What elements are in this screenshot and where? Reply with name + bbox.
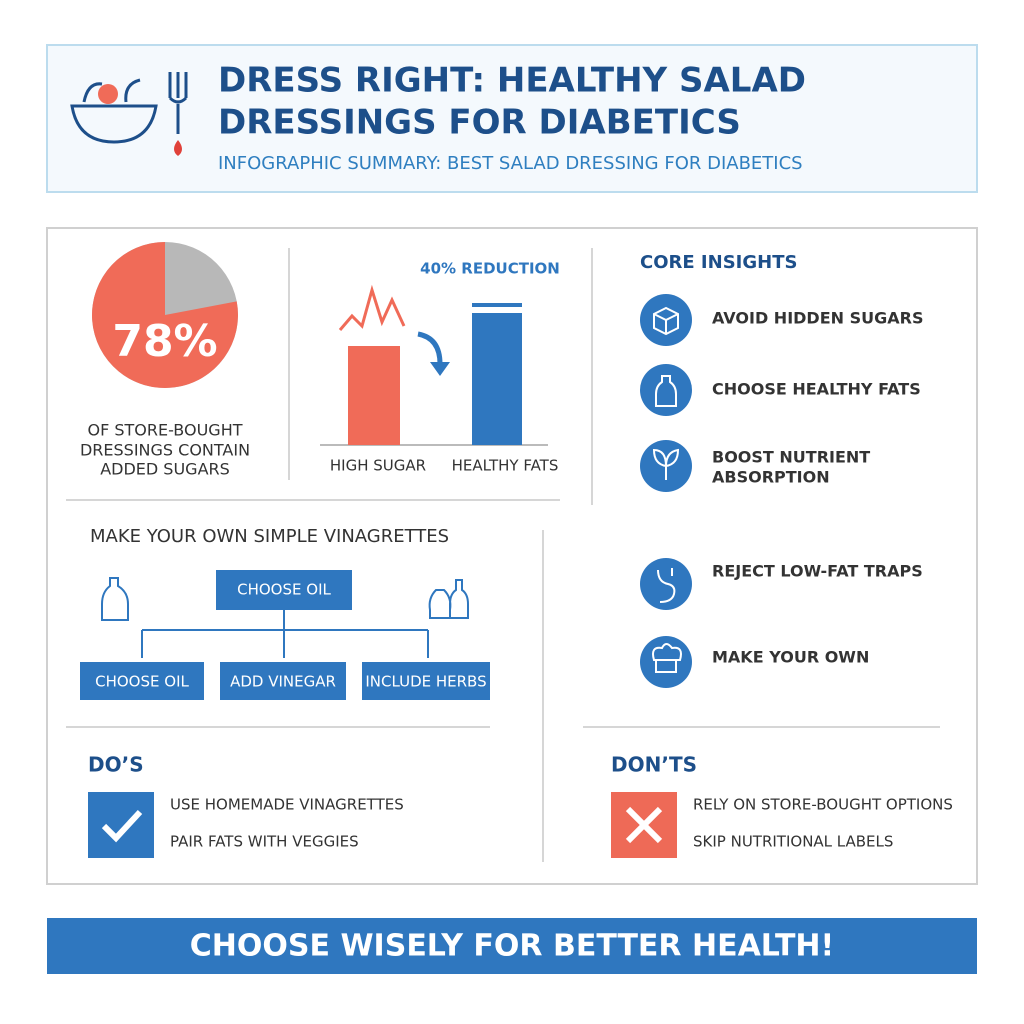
insight-item: CHOOSE HEALTHY FATS <box>712 380 921 399</box>
do-item: PAIR FATS WITH VEGGIES <box>170 833 359 851</box>
footer-text: CHOOSE WISELY FOR BETTER HEALTH! <box>190 929 834 964</box>
section-title: CORE INSIGHTS <box>640 252 797 273</box>
flow-text: ADD VINEGAR <box>230 673 336 691</box>
pie-label: 78% <box>112 316 217 367</box>
flow-box <box>80 662 204 700</box>
comparison-illustration <box>320 284 548 446</box>
section-title: DO’S <box>88 753 144 777</box>
check-box <box>88 792 154 858</box>
section-title: DON’TS <box>611 753 697 777</box>
flow-box <box>220 662 346 700</box>
flow-text: CHOOSE OIL <box>95 673 189 691</box>
insight-item: BOOST NUTRIENT <box>712 448 870 467</box>
bar-label: HIGH SUGAR <box>330 457 426 475</box>
stat-caption: ADDED SUGARS <box>100 460 230 479</box>
flow-box <box>216 570 352 610</box>
title-line: DRESS RIGHT: HEALTHY SALAD <box>218 61 806 101</box>
title-line: DRESSINGS FOR DIABETICS <box>218 103 741 143</box>
dont-item: RELY ON STORE-BOUGHT OPTIONS <box>693 796 953 814</box>
insight-item: AVOID HIDDEN SUGARS <box>712 309 923 328</box>
insight-icons <box>640 294 692 688</box>
salad-icon <box>70 72 188 156</box>
dividers <box>66 248 940 862</box>
insight-glyphs <box>652 306 682 673</box>
header-box <box>46 44 978 193</box>
pie-slice <box>91 242 239 388</box>
dont-item: SKIP NUTRITIONAL LABELS <box>693 833 893 851</box>
flow-lines <box>101 577 469 658</box>
subtitle: INFOGRAPHIC SUMMARY: BEST SALAD DRESSING… <box>218 153 803 174</box>
insight-item: REJECT LOW-FAT TRAPS <box>712 562 923 581</box>
annotation: 40% REDUCTION <box>420 260 560 278</box>
x-mark <box>625 806 663 844</box>
flow-text: INCLUDE HERBS <box>365 673 486 691</box>
insight-item: MAKE YOUR OWN <box>712 648 869 667</box>
section-title: MAKE YOUR OWN SIMPLE VINAGRETTES <box>90 526 449 547</box>
stat-caption: OF STORE-BOUGHT <box>87 421 242 440</box>
do-item: USE HOMEMADE VINAGRETTES <box>170 796 404 814</box>
stat-caption: DRESSINGS CONTAIN <box>80 441 250 460</box>
flow-box <box>362 662 490 700</box>
check-mark <box>101 809 143 843</box>
flow-text: CHOOSE OIL <box>237 581 331 599</box>
bar-label: HEALTHY FATS <box>452 457 559 475</box>
footer-banner <box>47 918 977 974</box>
insight-item: ABSORPTION <box>712 468 830 487</box>
